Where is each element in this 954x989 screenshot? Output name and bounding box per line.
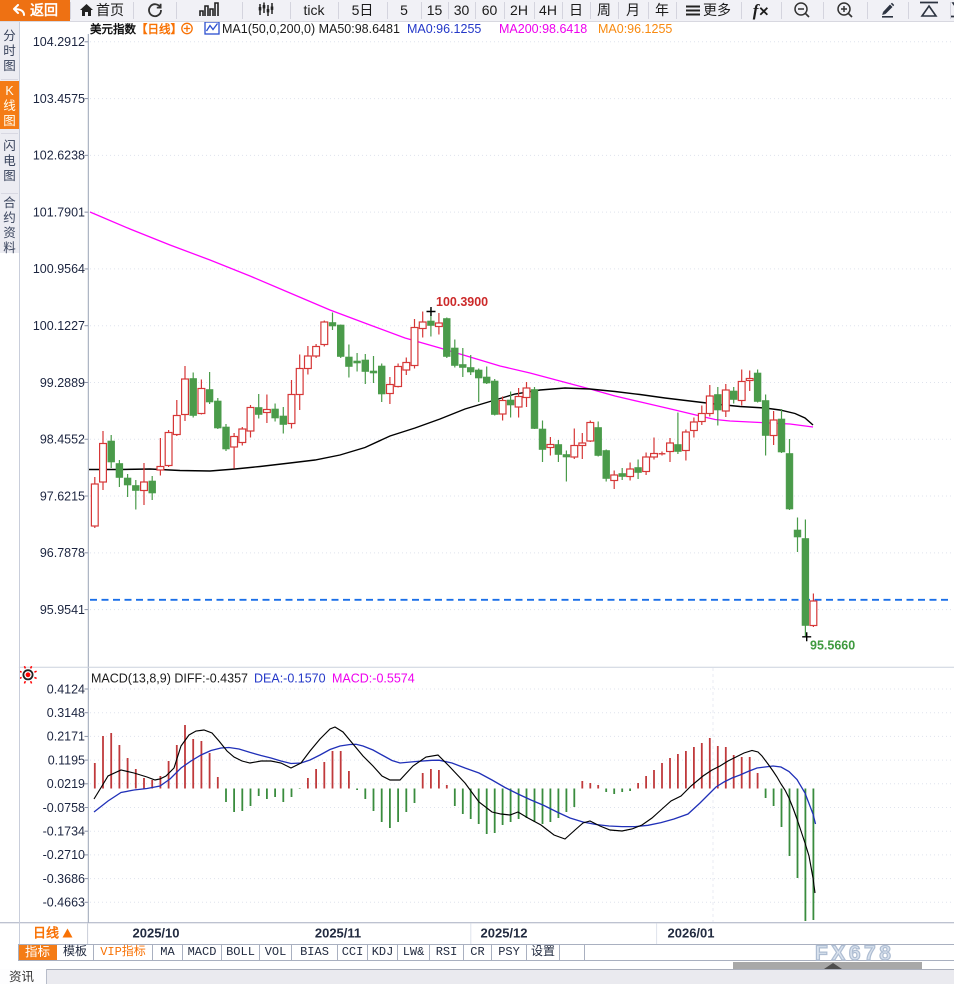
svg-text:101.7901: 101.7901	[33, 205, 85, 219]
svg-text:MA200:98.6418: MA200:98.6418	[499, 22, 587, 36]
svg-text:0.1195: 0.1195	[48, 753, 85, 767]
svg-text:-0.1734: -0.1734	[43, 825, 85, 839]
svg-text:96.7878: 96.7878	[40, 546, 85, 560]
svg-text:2026/01: 2026/01	[668, 926, 715, 941]
svg-text:100.1227: 100.1227	[33, 319, 85, 333]
svg-text:97.6215: 97.6215	[40, 489, 85, 503]
svg-text:103.4575: 103.4575	[33, 92, 85, 106]
svg-text:日线: 日线	[33, 926, 59, 941]
svg-text:2025/11: 2025/11	[315, 926, 361, 941]
svg-text:MACD(13,8,9) DIFF:-0.4357: MACD(13,8,9) DIFF:-0.4357	[91, 672, 248, 686]
svg-text:0.2171: 0.2171	[47, 730, 85, 744]
svg-text:2025/10: 2025/10	[133, 926, 180, 941]
svg-text:MA0:96.1255: MA0:96.1255	[598, 22, 672, 36]
svg-text:99.2889: 99.2889	[40, 376, 85, 390]
svg-text:0.3148: 0.3148	[47, 706, 85, 720]
svg-text:98.4552: 98.4552	[40, 433, 85, 447]
svg-text:100.9564: 100.9564	[33, 262, 85, 276]
svg-text:102.6238: 102.6238	[33, 149, 85, 163]
svg-text:-0.4663: -0.4663	[43, 896, 85, 910]
svg-text:100.3900: 100.3900	[436, 295, 488, 309]
svg-text:-0.2710: -0.2710	[43, 848, 85, 862]
svg-text:2025/12: 2025/12	[481, 926, 528, 941]
svg-text:95.9541: 95.9541	[40, 603, 85, 617]
svg-text:104.2912: 104.2912	[33, 35, 85, 49]
svg-text:95.5660: 95.5660	[810, 639, 855, 653]
svg-text:-0.3686: -0.3686	[43, 872, 85, 886]
svg-text:DEA:-0.1570: DEA:-0.1570	[254, 672, 326, 686]
svg-text:MACD:-0.5574: MACD:-0.5574	[332, 672, 415, 686]
svg-text:MA1(50,0,200,0) MA50:98.6481: MA1(50,0,200,0) MA50:98.6481	[222, 22, 400, 36]
svg-text:0.0219: 0.0219	[47, 777, 85, 791]
svg-text:0.4124: 0.4124	[47, 682, 85, 696]
svg-text:美元指数: 美元指数	[90, 22, 136, 36]
svg-text:MA0:96.1255: MA0:96.1255	[407, 22, 481, 36]
svg-text:【日线】: 【日线】	[136, 22, 182, 36]
svg-text:-0.0758: -0.0758	[43, 801, 85, 815]
